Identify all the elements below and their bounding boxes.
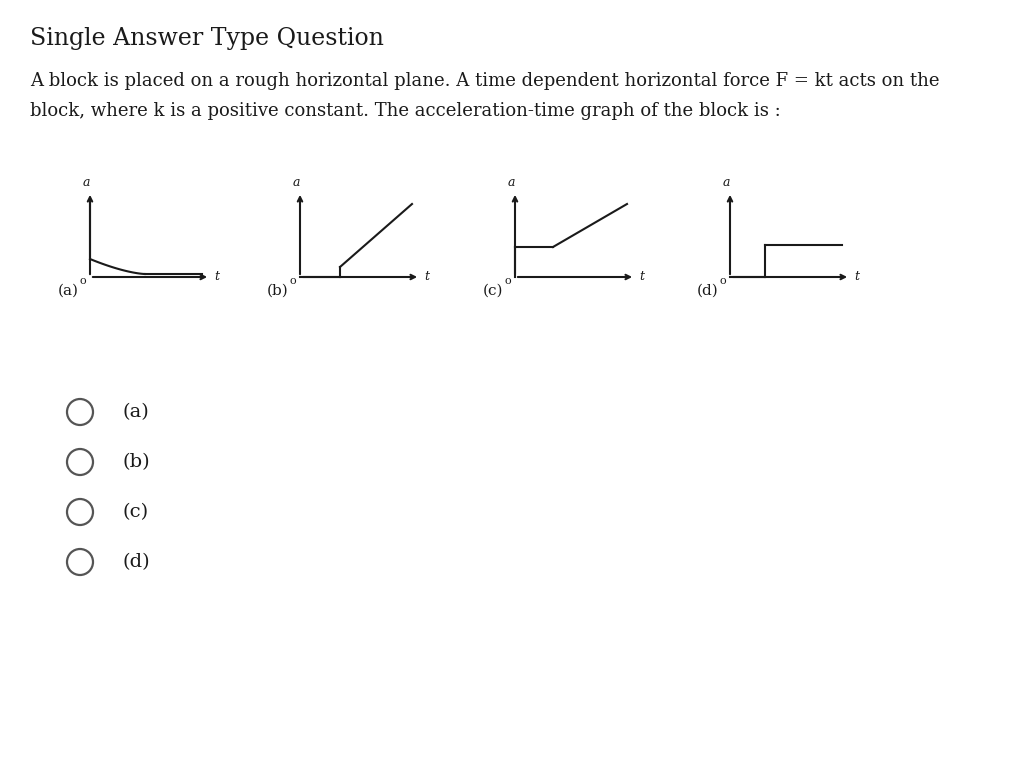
Text: o: o [80,276,86,286]
Text: o: o [505,276,511,286]
Text: (d): (d) [697,284,719,298]
Text: (a): (a) [123,403,150,421]
Text: (b): (b) [267,284,289,298]
Text: (c): (c) [123,503,150,521]
Text: block, where k is a positive constant. The acceleration-time graph of the block : block, where k is a positive constant. T… [30,102,780,120]
Text: o: o [290,276,296,286]
Text: a: a [507,176,515,189]
Text: o: o [720,276,726,286]
Text: t: t [854,270,859,284]
Text: (d): (d) [123,553,151,571]
Text: Single Answer Type Question: Single Answer Type Question [30,27,384,50]
Text: t: t [640,270,644,284]
Text: t: t [425,270,429,284]
Text: a: a [82,176,90,189]
Text: A block is placed on a rough horizontal plane. A time dependent horizontal force: A block is placed on a rough horizontal … [30,72,939,90]
Text: a: a [722,176,730,189]
Text: (c): (c) [482,284,503,298]
Text: t: t [214,270,219,284]
Text: (a): (a) [57,284,79,298]
Text: (b): (b) [123,453,151,471]
Text: a: a [292,176,300,189]
